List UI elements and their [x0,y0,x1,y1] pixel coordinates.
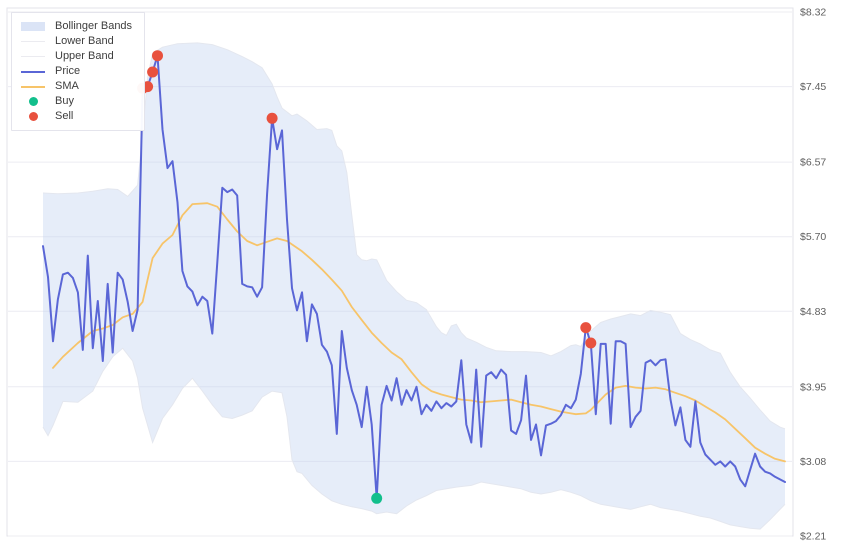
y-axis-tick-label: $7.45 [800,81,826,93]
price-line[interactable] [42,54,786,500]
buy-marker[interactable] [371,492,383,504]
upper-band-swatch-icon [20,56,46,57]
legend-item-sell[interactable]: Sell [20,109,132,124]
sell-marker[interactable] [147,66,159,78]
legend-label: Bollinger Bands [55,20,133,32]
y-axis-tick-label: $8.32 [800,7,826,19]
legend-label: Sell [55,110,74,122]
legend-item-buy[interactable]: Buy [20,94,132,109]
legend-item-price[interactable]: Price [20,64,132,79]
sell-marker[interactable] [580,322,592,334]
sell-dot-icon [20,112,46,121]
y-axis-tick-label: $6.57 [800,157,826,169]
y-axis-tick-label: $4.83 [800,306,826,318]
sell-marker[interactable] [266,112,278,124]
legend-label: Upper Band [55,50,114,62]
bollinger-band-fill [43,42,785,530]
buy-dot-icon [20,97,46,106]
lower-band-swatch-icon [20,41,46,42]
sell-marker[interactable] [585,337,597,349]
y-axis-tick-label: $2.21 [800,531,826,543]
price-swatch-icon [20,70,46,73]
legend-item-sma[interactable]: SMA [20,79,132,94]
legend-item-upper-band[interactable]: Upper Band [20,49,132,64]
bollinger-bands-swatch-icon [20,22,46,31]
y-axis-tick-label: $3.08 [800,456,826,468]
chart-legend: Bollinger Bands Lower Band Upper Band Pr… [11,12,146,131]
legend-label: Buy [55,95,74,107]
lower-band-line [42,347,786,530]
y-axis-tick-label: $5.70 [800,231,826,243]
sma-swatch-icon [20,85,46,88]
upper-band-line [42,42,786,430]
legend-item-bollinger-bands[interactable]: Bollinger Bands [20,19,132,34]
sma-line[interactable] [52,202,786,463]
legend-item-lower-band[interactable]: Lower Band [20,34,132,49]
legend-label: Price [55,65,81,77]
sell-marker[interactable] [152,50,163,62]
legend-label: Lower Band [55,35,114,47]
legend-label: SMA [55,80,79,92]
y-axis-tick-label: $3.95 [800,381,826,393]
